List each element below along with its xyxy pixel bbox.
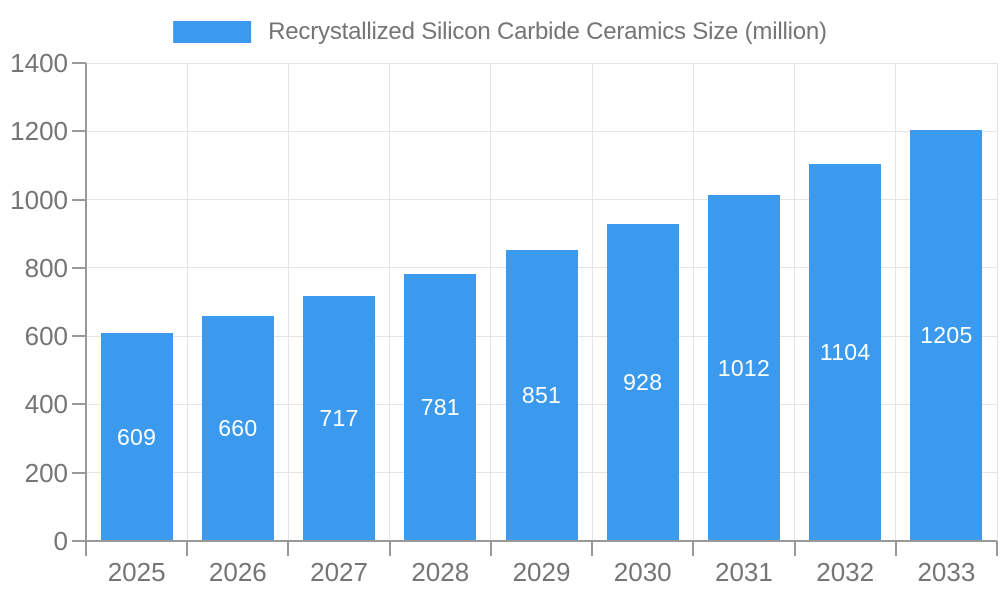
y-axis-tick: [72, 130, 86, 133]
gridline-vertical: [692, 63, 694, 541]
legend-item[interactable]: Recrystallized Silicon Carbide Ceramics …: [173, 16, 827, 48]
x-axis-label-2028: 2028: [411, 557, 470, 587]
bar-2026: 660: [201, 315, 274, 541]
gridline-vertical: [287, 63, 289, 541]
legend-label: Recrystallized Silicon Carbide Ceramics …: [268, 18, 827, 45]
x-axis-tick: [894, 541, 897, 556]
gridline-vertical: [591, 63, 593, 541]
x-axis-line: [86, 540, 997, 542]
y-axis-label-1400: 1400: [10, 48, 68, 78]
bar-value-label-2025: 609: [116, 423, 157, 450]
plot-area: 609 660 717 781 851 928 1012 1104 1205: [86, 62, 998, 541]
bar-2030: 928: [606, 224, 679, 541]
y-axis-tick: [72, 540, 86, 542]
x-axis-tick: [489, 541, 492, 556]
x-axis-tick: [591, 541, 594, 556]
y-axis-label-0: 0: [53, 526, 68, 556]
y-axis-label-800: 800: [24, 252, 68, 283]
bar-value-label-2033: 1205: [920, 321, 973, 348]
gridline-vertical: [389, 63, 391, 541]
bar-2028: 781: [404, 274, 477, 541]
y-axis-label-600: 600: [24, 321, 68, 352]
x-axis-tick: [287, 541, 290, 556]
bar-value-label-2028: 781: [420, 394, 460, 421]
gridline-horizontal: [86, 62, 997, 64]
gridline-vertical: [794, 63, 796, 541]
bar-value-label-2030: 928: [623, 369, 663, 396]
x-axis-tick: [996, 541, 998, 556]
y-axis-tick: [72, 335, 86, 338]
x-axis-tick: [793, 541, 796, 556]
x-axis-tick: [85, 541, 87, 556]
bar-2031: 1012: [707, 195, 780, 541]
y-axis-label-200: 200: [24, 457, 68, 488]
gridline-vertical: [895, 63, 897, 541]
bar-value-label-2029: 851: [521, 382, 562, 409]
bar-2033: 1205: [910, 129, 983, 541]
y-axis-tick: [72, 198, 86, 201]
gridline-vertical: [490, 63, 492, 541]
x-axis-label-2025: 2025: [107, 557, 166, 587]
y-axis-tick: [72, 471, 86, 474]
y-axis-tick: [72, 403, 86, 406]
y-axis-label-400: 400: [24, 389, 68, 420]
y-axis-line: [85, 63, 87, 556]
y-axis-label-1200: 1200: [10, 116, 68, 147]
x-axis-label-2029: 2029: [512, 557, 571, 587]
y-axis-tick: [72, 266, 86, 269]
x-axis-label-2031: 2031: [715, 557, 773, 587]
gridline-horizontal: [86, 199, 997, 201]
x-axis-label-2030: 2030: [613, 557, 672, 587]
y-axis-label-1000: 1000: [10, 184, 68, 215]
x-axis-tick: [692, 541, 695, 556]
bar-2029: 851: [505, 250, 578, 541]
bar-2027: 717: [303, 296, 376, 541]
legend-swatch: [173, 21, 252, 43]
gridline-vertical: [186, 63, 188, 541]
gridline-horizontal: [86, 130, 997, 132]
x-axis-label-2032: 2032: [816, 557, 875, 587]
bar-2025: 609: [100, 333, 173, 541]
bar-2032: 1104: [809, 164, 882, 541]
x-axis-label-2027: 2027: [310, 557, 368, 587]
x-axis-label-2033: 2033: [917, 557, 976, 587]
x-axis-tick: [388, 541, 391, 556]
x-axis-label-2026: 2026: [208, 557, 267, 587]
bar-value-label-2026: 660: [218, 414, 258, 441]
bar-value-label-2032: 1104: [819, 339, 871, 366]
x-axis-tick: [186, 541, 189, 556]
bar-value-label-2027: 717: [319, 405, 359, 432]
y-axis-tick: [72, 62, 86, 64]
gridline-vertical: [996, 63, 998, 541]
bar-value-label-2031: 1012: [717, 354, 771, 381]
